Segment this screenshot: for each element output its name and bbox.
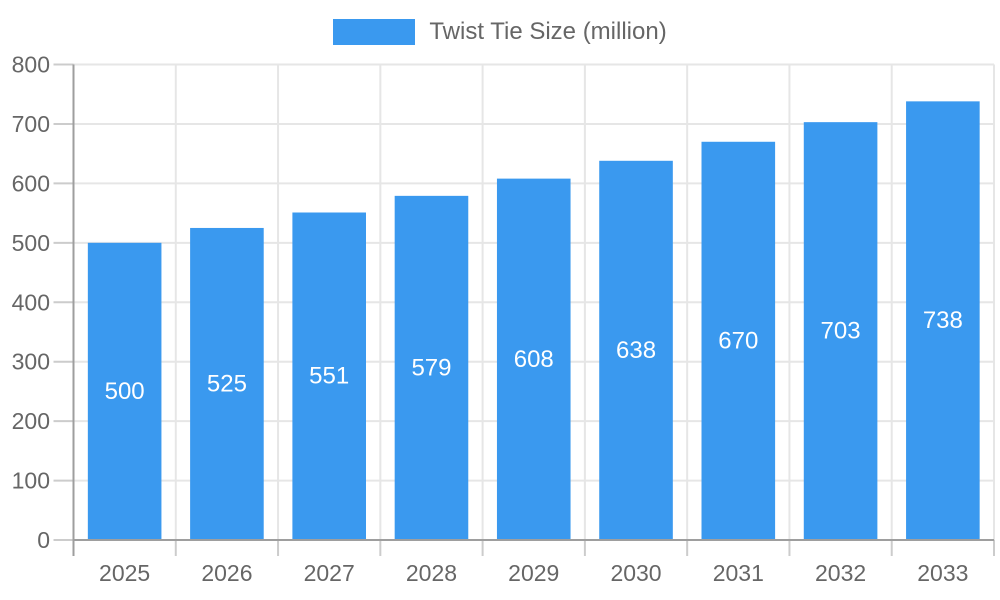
bar-2028[interactable]: [394, 195, 469, 540]
y-tick-label: 700: [12, 111, 50, 137]
x-tick-label: 2028: [406, 560, 457, 586]
x-tick-label: 2027: [304, 560, 355, 586]
y-tick-label: 200: [12, 408, 50, 434]
y-tick-label: 800: [12, 52, 50, 78]
bar-2029[interactable]: [496, 178, 571, 540]
bar-2027[interactable]: [292, 212, 366, 540]
x-tick-label: 2032: [815, 560, 866, 586]
y-tick-label: 400: [12, 289, 50, 315]
bar-value-label: 670: [718, 327, 758, 354]
bar-value-label: 525: [207, 370, 247, 397]
legend-swatch: [333, 19, 416, 45]
legend-item[interactable]: Twist Tie Size (million): [0, 19, 1000, 45]
bar-value-label: 738: [923, 307, 963, 334]
bar-2031[interactable]: [701, 141, 776, 541]
legend-label: Twist Tie Size (million): [429, 18, 667, 45]
x-tick-label: 2026: [201, 560, 252, 586]
bar-2033[interactable]: [906, 101, 980, 540]
x-tick-label: 2025: [99, 560, 150, 586]
y-tick-label: 300: [12, 349, 50, 375]
bar-2030[interactable]: [599, 160, 673, 540]
y-tick-label: 100: [12, 468, 50, 494]
bar-value-label: 703: [821, 318, 861, 345]
bar-value-label: 638: [616, 337, 656, 364]
x-tick-label: 2030: [610, 560, 661, 586]
bar-value-label: 579: [411, 354, 451, 381]
y-tick-label: 0: [37, 527, 50, 553]
y-tick-label: 500: [12, 230, 50, 256]
bar-value-label: 608: [514, 346, 554, 373]
x-tick-label: 2033: [917, 560, 968, 586]
bar-value-label: 500: [105, 378, 145, 405]
bar-value-label: 551: [309, 363, 349, 390]
bar-2026[interactable]: [190, 227, 264, 540]
x-tick-label: 2031: [713, 560, 764, 586]
bar-2025[interactable]: [87, 242, 162, 540]
y-tick-label: 600: [12, 170, 50, 196]
bar-2032[interactable]: [803, 122, 878, 541]
x-tick-label: 2029: [508, 560, 559, 586]
